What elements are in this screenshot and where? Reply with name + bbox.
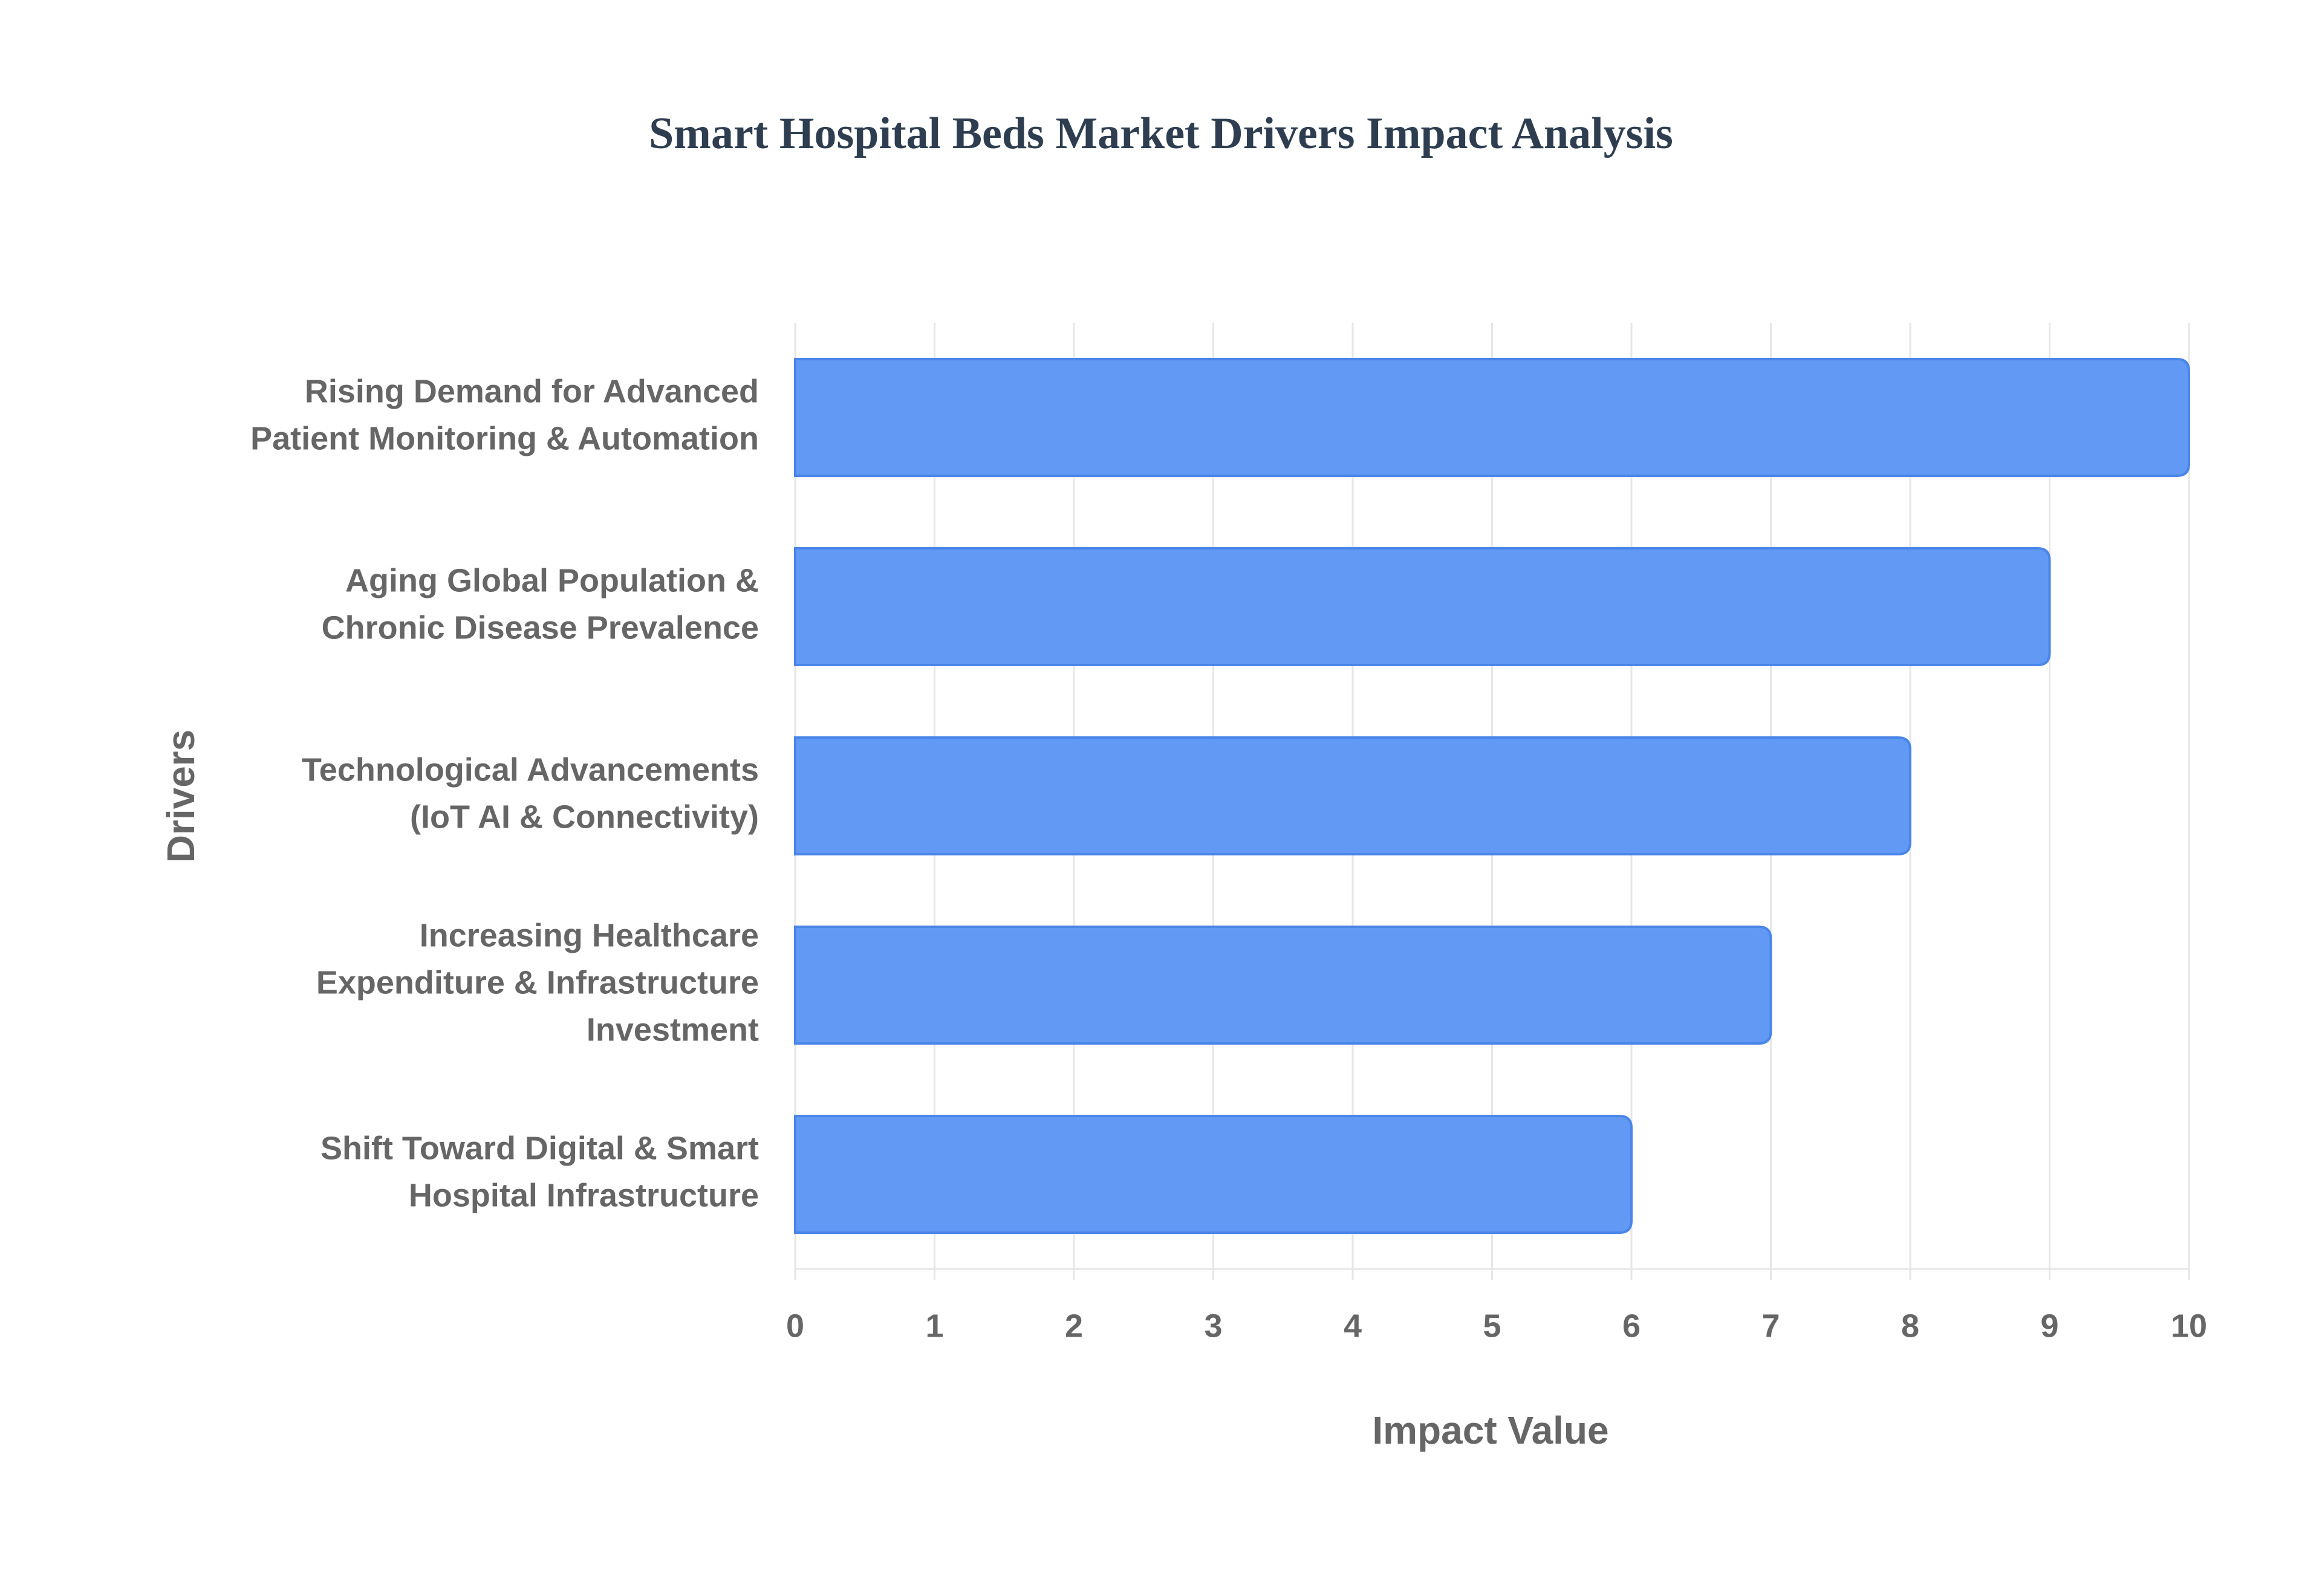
y-tick-label: Increasing Healthcare Expenditure & Infra… [316, 918, 759, 1048]
x-axis-title: Impact Value [1372, 1409, 1608, 1452]
x-tick-label: 8 [1901, 1308, 1919, 1344]
bar [794, 736, 1911, 855]
x-tick-label: 0 [786, 1308, 804, 1344]
y-axis-title: Drivers [159, 730, 203, 863]
y-tick-label: Technological Advancements (IoT AI & Conn… [302, 752, 759, 835]
x-tick-label: 9 [2040, 1308, 2058, 1344]
y-tick-label: Rising Demand for Advanced Patient Monito… [250, 374, 759, 457]
x-tick-label: 10 [2171, 1308, 2207, 1344]
x-tick-label: 1 [925, 1308, 943, 1344]
x-tick-label: 4 [1344, 1308, 1362, 1344]
y-tick-label: Aging Global Population & Chronic Disease… [322, 563, 759, 646]
x-tick-label: 3 [1204, 1308, 1222, 1344]
x-tick-label: 2 [1065, 1308, 1083, 1344]
bar [794, 1115, 1633, 1234]
x-tick-label: 7 [1761, 1308, 1780, 1344]
chart-title: Smart Hospital Beds Market Drivers Impac… [649, 109, 1673, 158]
bar [794, 358, 2190, 477]
x-tick-label: 5 [1483, 1308, 1501, 1344]
y-tick-label: Shift Toward Digital & Smart Hospital Inf… [320, 1130, 759, 1214]
bar [794, 926, 1772, 1045]
x-tick-label: 6 [1622, 1308, 1641, 1344]
bar [794, 547, 2051, 666]
